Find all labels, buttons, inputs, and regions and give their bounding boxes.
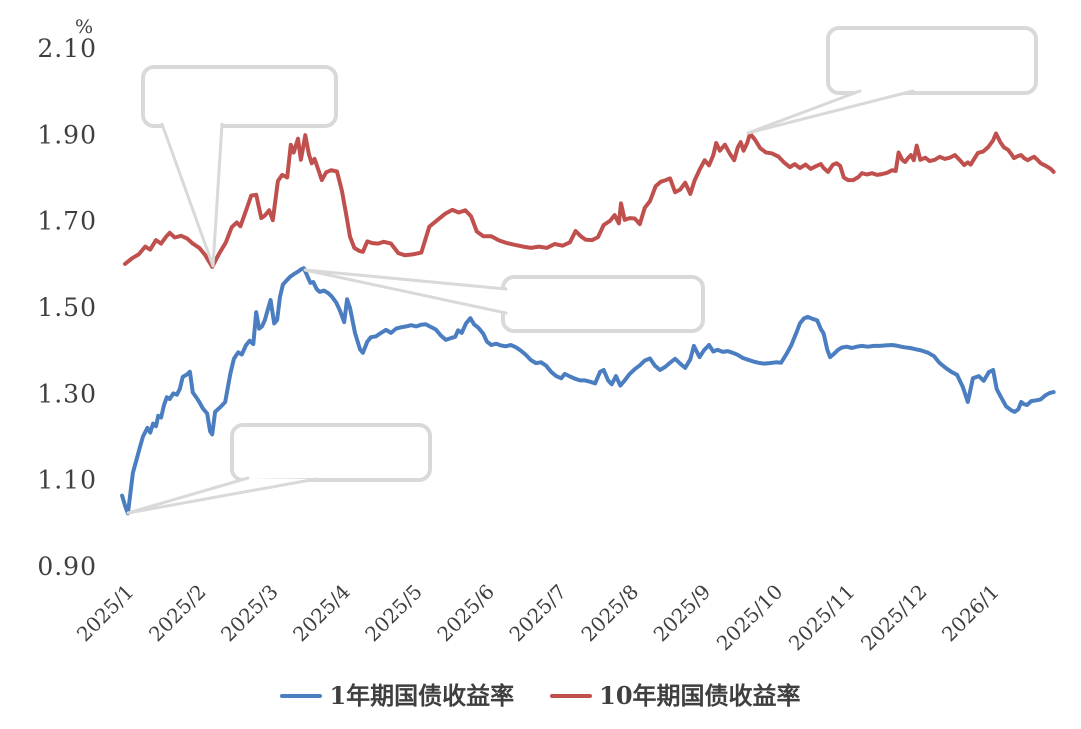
legend-item-10y: 10年期国债收益率 <box>550 681 801 710</box>
legend-line-swatch-1y <box>280 694 323 698</box>
callout-box-1 <box>141 65 338 128</box>
legend-item-1y: 1年期国债收益率 <box>280 684 514 708</box>
legend-label-1y: 1年期国债收益率 <box>329 681 515 710</box>
x-tick-label-2026/1: 2026/1 <box>937 580 1004 647</box>
callout-box-4 <box>230 423 432 482</box>
y-tick-label-2.10: 2.10 <box>37 34 97 63</box>
x-tick-label-2025/8: 2025/8 <box>577 580 644 647</box>
y-tick-label-0.90: 0.90 <box>37 552 97 581</box>
x-tick-label-2025/7: 2025/7 <box>504 580 571 647</box>
x-tick-label-2025/9: 2025/9 <box>649 580 716 647</box>
x-tick-label-2025/11: 2025/11 <box>784 580 860 656</box>
x-tick-label-2025/3: 2025/3 <box>216 580 283 647</box>
callout-pointer-2 <box>746 89 915 135</box>
x-tick-label-2025/10: 2025/10 <box>712 580 788 656</box>
legend-label-10y: 10年期国债收益率 <box>599 681 801 710</box>
y-tick-label-1.70: 1.70 <box>37 207 97 236</box>
y-axis-unit-label: % <box>75 16 93 38</box>
y-tick-label-1.90: 1.90 <box>37 120 97 149</box>
x-tick-label-2025/2: 2025/2 <box>144 580 211 647</box>
x-tick-label-2025/5: 2025/5 <box>360 580 427 647</box>
callout-pointer-4 <box>126 476 318 515</box>
x-tick-label-2025/6: 2025/6 <box>432 580 499 647</box>
callout-pointer-1 <box>160 122 224 268</box>
y-tick-label-1.50: 1.50 <box>37 293 97 322</box>
legend-line-swatch-10y <box>550 694 593 698</box>
callout-box-2 <box>826 26 1038 95</box>
callout-pointer-3 <box>303 268 508 315</box>
x-tick-label-2025/1: 2025/1 <box>72 580 139 647</box>
callout-box-3 <box>501 275 705 333</box>
series-line-1y-yield <box>120 266 1056 516</box>
y-tick-label-1.10: 1.10 <box>37 466 97 495</box>
chart-legend: 1年期国债收益率 10年期国债收益率 <box>0 684 1081 708</box>
series-line-10y-yield <box>123 131 1056 269</box>
y-tick-label-1.30: 1.30 <box>37 379 97 408</box>
x-tick-label-2025/12: 2025/12 <box>856 580 932 656</box>
x-tick-label-2025/4: 2025/4 <box>288 580 355 647</box>
